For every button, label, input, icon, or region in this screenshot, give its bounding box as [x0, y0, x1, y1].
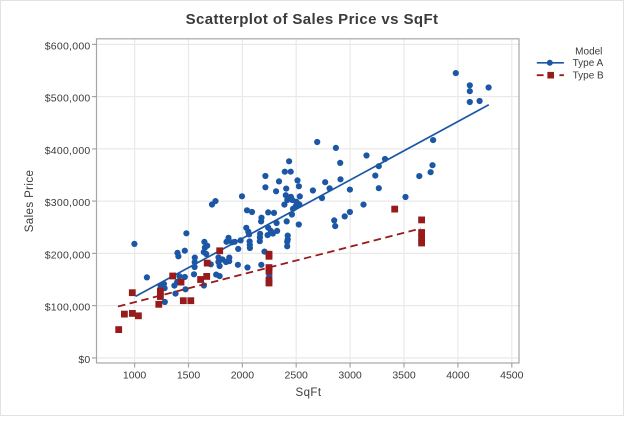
svg-text:2000: 2000: [231, 370, 255, 382]
svg-text:$100,000: $100,000: [45, 302, 91, 314]
svg-text:SqFt: SqFt: [296, 387, 322, 399]
svg-text:$200,000: $200,000: [45, 249, 91, 261]
svg-text:Sales Price: Sales Price: [24, 170, 36, 233]
svg-text:Type A: Type A: [573, 58, 604, 69]
svg-text:$300,000: $300,000: [45, 197, 91, 209]
svg-text:1000: 1000: [123, 370, 147, 382]
svg-text:3500: 3500: [392, 370, 416, 382]
svg-text:Type B: Type B: [573, 71, 604, 82]
svg-text:Scatterplot of Sales Price vs: Scatterplot of Sales Price vs SqFt: [186, 11, 439, 28]
svg-text:Model: Model: [575, 47, 602, 58]
svg-text:2500: 2500: [285, 370, 309, 382]
svg-text:3000: 3000: [338, 370, 362, 382]
svg-text:4500: 4500: [500, 370, 524, 382]
svg-text:4000: 4000: [446, 370, 470, 382]
svg-text:$0: $0: [78, 354, 90, 366]
svg-text:$400,000: $400,000: [45, 145, 91, 157]
svg-text:1500: 1500: [177, 370, 201, 382]
svg-text:$600,000: $600,000: [45, 40, 91, 52]
svg-text:$500,000: $500,000: [45, 93, 91, 105]
